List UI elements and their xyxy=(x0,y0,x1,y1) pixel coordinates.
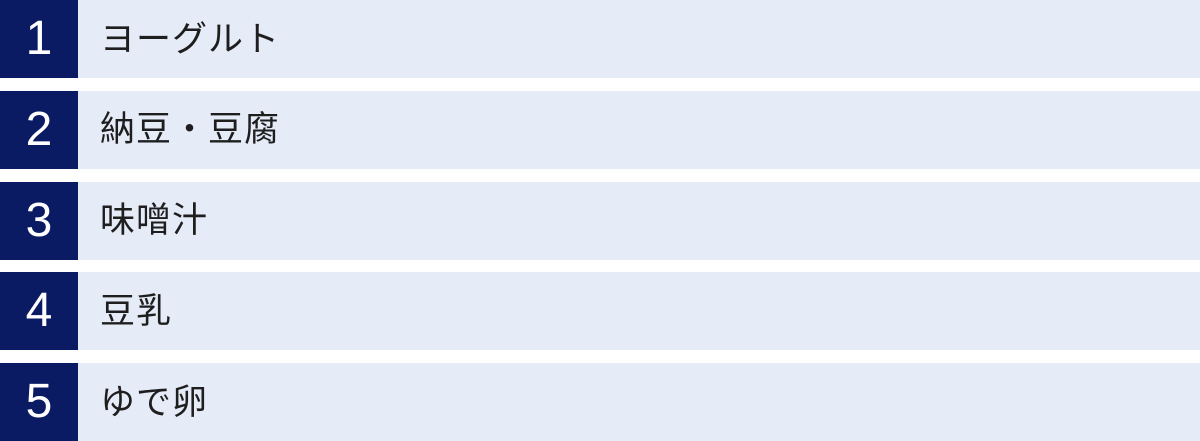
ranking-item-label: ゆで卵 xyxy=(100,382,209,422)
rank-badge: 3 xyxy=(0,181,78,260)
ranking-row: 3 味噌汁 xyxy=(0,181,1200,260)
rank-badge: 4 xyxy=(0,272,78,351)
rank-badge: 1 xyxy=(0,0,78,78)
ranking-row-bar: 豆乳 xyxy=(78,272,1200,351)
rank-badge: 2 xyxy=(0,90,78,169)
ranking-row-bar: 納豆・豆腐 xyxy=(78,90,1200,169)
ranking-row: 2 納豆・豆腐 xyxy=(0,90,1200,169)
ranking-row-bar: 味噌汁 xyxy=(78,181,1200,260)
ranking-item-label: 味噌汁 xyxy=(100,201,209,240)
ranking-row: 1 ヨーグルト xyxy=(0,0,1200,78)
ranking-row: 5 ゆで卵 xyxy=(0,363,1200,441)
ranking-row: 4 豆乳 xyxy=(0,272,1200,351)
ranking-row-bar: ヨーグルト xyxy=(78,0,1200,78)
ranking-item-label: 納豆・豆腐 xyxy=(100,110,281,150)
ranking-item-label: 豆乳 xyxy=(100,291,173,331)
ranking-row-bar: ゆで卵 xyxy=(78,363,1200,441)
rank-badge: 5 xyxy=(0,363,78,441)
ranking-item-label: ヨーグルト xyxy=(100,19,281,59)
